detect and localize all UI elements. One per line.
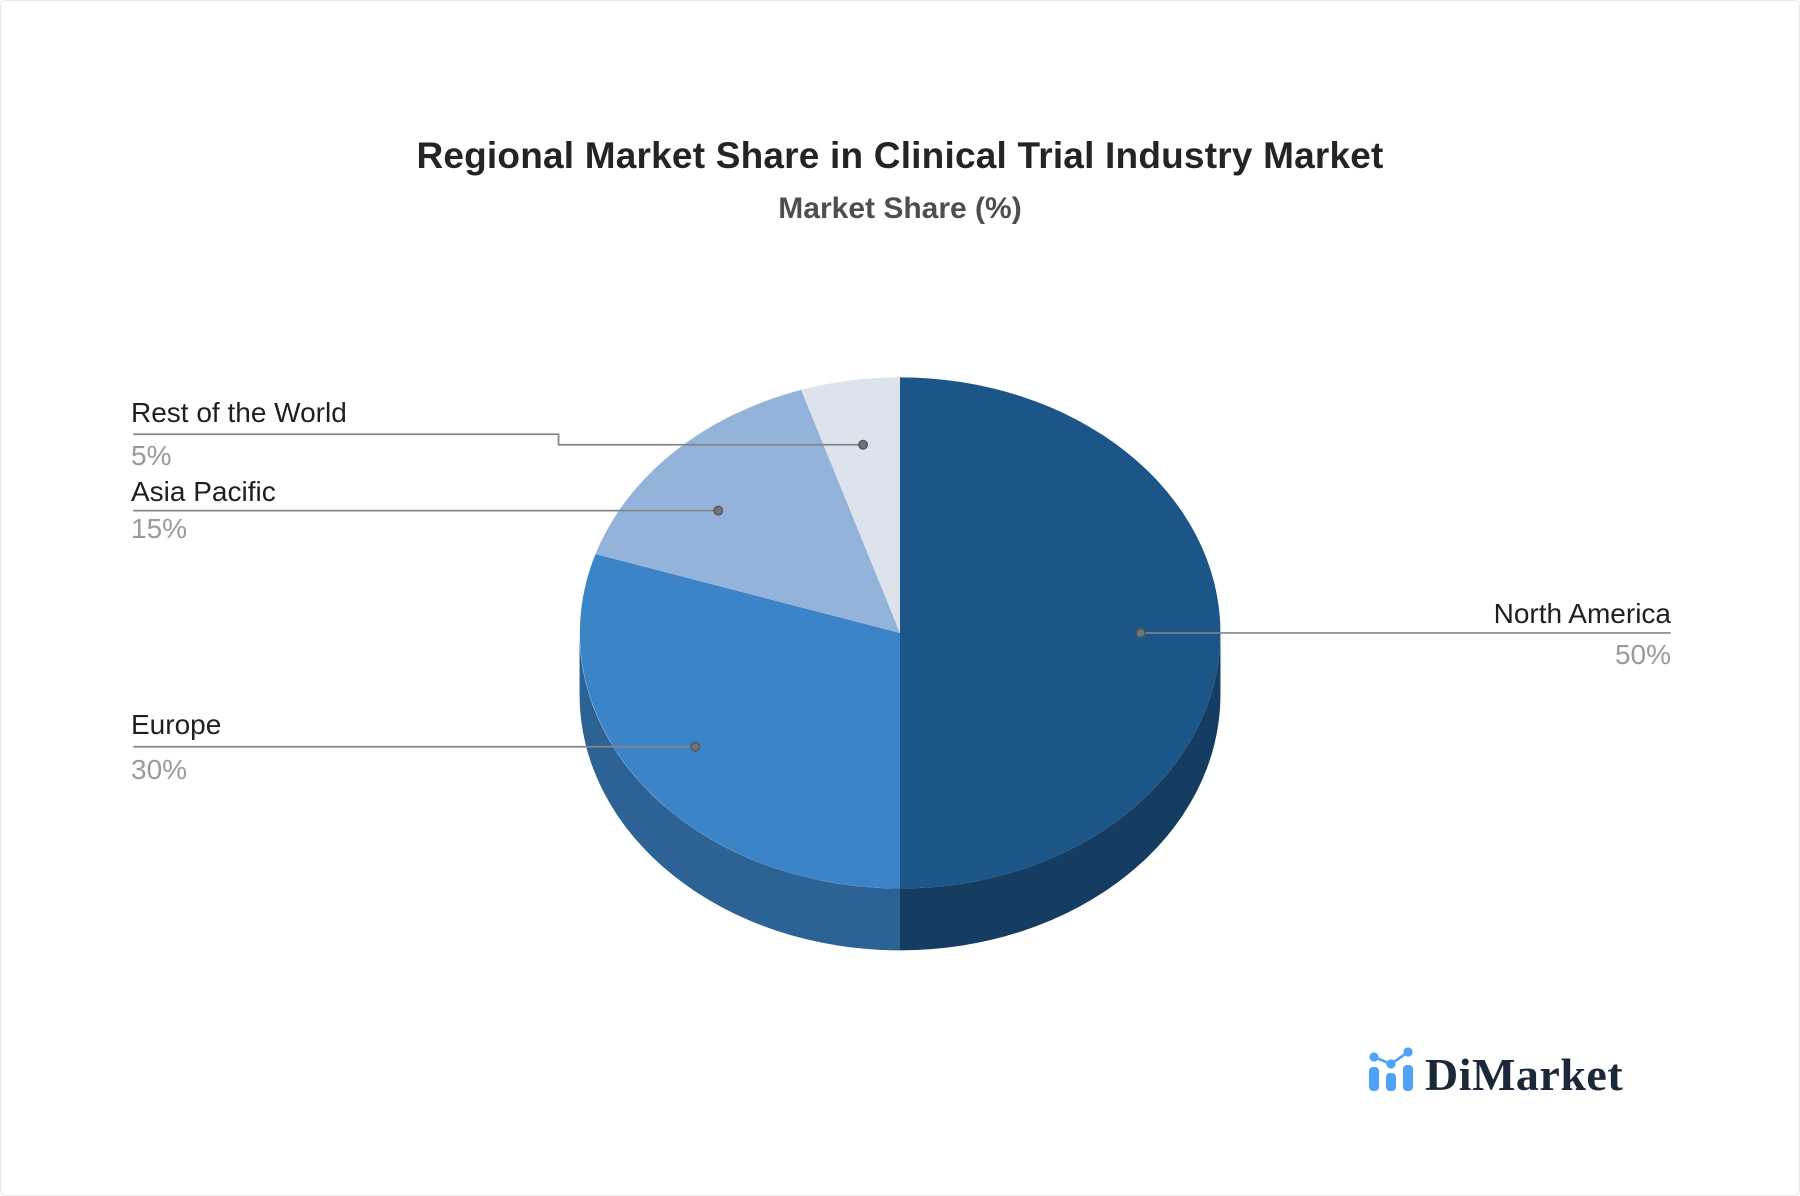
callout-value-rest-of-world: 5% [131, 440, 172, 471]
pie-side-europe [579, 632, 900, 951]
brand-name: DiMarket [1425, 1049, 1624, 1100]
chart-subtitle: Market Share (%) [778, 192, 1022, 225]
leader-line-rest-of-world [133, 433, 864, 446]
callout-dot-asia-pacific [713, 505, 724, 516]
callout-dot-north-america [1135, 627, 1146, 638]
pie-slice-asia-pacific[interactable] [595, 389, 900, 633]
callout-label-asia-pacific: Asia Pacific [131, 476, 276, 507]
callout-value-europe: 30% [131, 754, 188, 785]
pie-slice-north-america[interactable] [900, 377, 1221, 889]
callout-value-asia-pacific: 15% [131, 513, 188, 544]
callout-dot-rest-of-world [858, 439, 869, 450]
callout-value-north-america: 50% [1614, 639, 1671, 670]
callout-label-rest-of-world: Rest of the World [131, 397, 347, 428]
bar-line-chart-icon [1369, 1047, 1413, 1091]
callout-label-north-america: North America [1493, 598, 1671, 629]
brand-logo: DiMarket [1365, 1043, 1665, 1103]
callout-label-europe: Europe [131, 709, 222, 740]
pie-slice-europe[interactable] [579, 554, 900, 889]
callout-dot-europe [690, 741, 701, 752]
pie-side-north-america [900, 632, 1221, 951]
chart-title: Regional Market Share in Clinical Trial … [416, 135, 1384, 176]
pie-slice-rest-of-world[interactable] [801, 377, 900, 633]
